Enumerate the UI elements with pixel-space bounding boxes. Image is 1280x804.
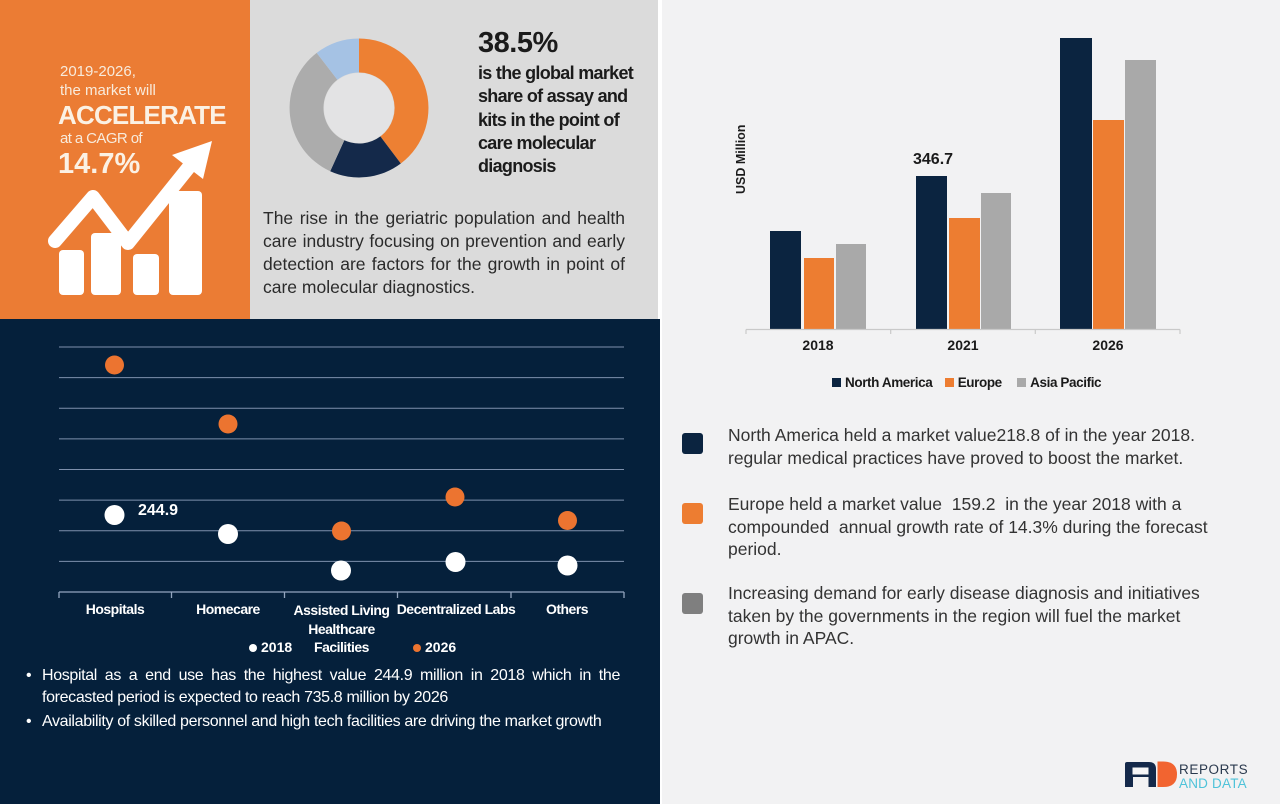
svg-text:AND DATA: AND DATA <box>1179 776 1247 791</box>
svg-text:REPORTS: REPORTS <box>1179 762 1248 777</box>
